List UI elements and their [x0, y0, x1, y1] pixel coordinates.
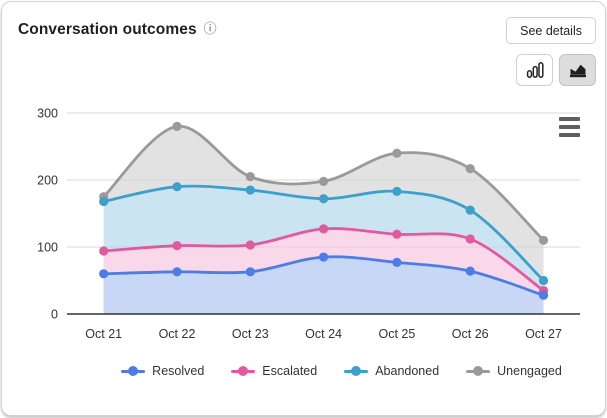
- data-point-abandoned: [392, 186, 402, 196]
- data-point-resolved: [245, 267, 255, 277]
- chart-type-toggle-group: [516, 54, 596, 86]
- x-axis-label: Oct 21: [85, 327, 122, 341]
- y-axis-label: 300: [37, 107, 58, 121]
- data-point-abandoned: [99, 196, 109, 207]
- y-axis-label: 100: [37, 241, 58, 255]
- data-point-resolved: [319, 252, 329, 262]
- data-point-escalated: [392, 229, 402, 239]
- conversation-outcomes-chart: 0 100 200 300 Oct 21 Oct 22 Oct 23 Oct 24 Oct 25…: [37, 107, 580, 341]
- data-point-resolved: [465, 266, 475, 276]
- legend-item-resolved[interactable]: Resolved: [121, 364, 204, 378]
- bar-chart-toggle-button[interactable]: [516, 54, 553, 86]
- data-point-escalated: [172, 241, 182, 251]
- bar-chart-icon: [526, 62, 544, 78]
- data-point-unengaged: [172, 121, 182, 131]
- legend-item-escalated[interactable]: Escalated: [231, 364, 317, 378]
- x-axis-label: Oct 23: [232, 327, 269, 341]
- data-point-unengaged: [245, 172, 255, 182]
- data-point-abandoned: [172, 182, 182, 192]
- legend-marker-icon: [344, 366, 369, 377]
- legend-label: Unengaged: [497, 364, 562, 378]
- legend-item-abandoned[interactable]: Abandoned: [344, 364, 439, 378]
- series-area-resolved: [103, 256, 544, 314]
- data-point-unengaged: [538, 235, 549, 245]
- data-point-unengaged: [319, 176, 329, 186]
- info-icon[interactable]: ⓘ: [203, 21, 217, 36]
- data-point-unengaged: [392, 148, 402, 158]
- data-point-abandoned: [319, 194, 329, 204]
- data-point-resolved: [392, 257, 402, 268]
- x-axis-label: Oct 25: [378, 327, 415, 341]
- y-axis-label: 0: [51, 308, 58, 322]
- x-axis-label: Oct 26: [452, 327, 489, 341]
- legend-marker-icon: [121, 366, 146, 377]
- y-axis-label: 200: [37, 174, 58, 188]
- x-axis-label: Oct 24: [305, 327, 342, 341]
- legend-marker-icon: [466, 366, 491, 377]
- legend-label: Escalated: [262, 364, 318, 378]
- data-point-resolved: [172, 267, 182, 277]
- data-point-abandoned: [538, 275, 549, 286]
- legend-marker-icon: [231, 366, 256, 377]
- data-point-resolved: [99, 269, 109, 279]
- x-axis-label: Oct 27: [525, 327, 562, 341]
- area-chart-icon: [569, 64, 586, 78]
- area-chart-toggle-button[interactable]: [559, 54, 596, 86]
- chart-context-menu-icon[interactable]: [559, 116, 580, 138]
- legend-label: Resolved: [152, 364, 205, 378]
- see-details-button[interactable]: See details: [506, 17, 596, 44]
- data-point-resolved: [538, 290, 549, 300]
- data-point-abandoned: [245, 185, 255, 195]
- data-point-escalated: [245, 240, 255, 250]
- chart-legend: Resolved Escalated Abandoned Unengaged: [2, 364, 605, 378]
- data-point-unengaged: [465, 164, 475, 174]
- data-point-abandoned: [465, 205, 475, 215]
- data-point-escalated: [465, 234, 475, 244]
- data-point-escalated: [99, 246, 109, 256]
- card-title-text: Conversation outcomes: [18, 21, 197, 38]
- data-point-escalated: [319, 224, 329, 234]
- legend-label: Abandoned: [375, 364, 440, 378]
- x-axis-label: Oct 22: [159, 327, 196, 341]
- legend-item-unengaged[interactable]: Unengaged: [466, 364, 562, 378]
- card-title: Conversation outcomes ⓘ: [18, 18, 217, 39]
